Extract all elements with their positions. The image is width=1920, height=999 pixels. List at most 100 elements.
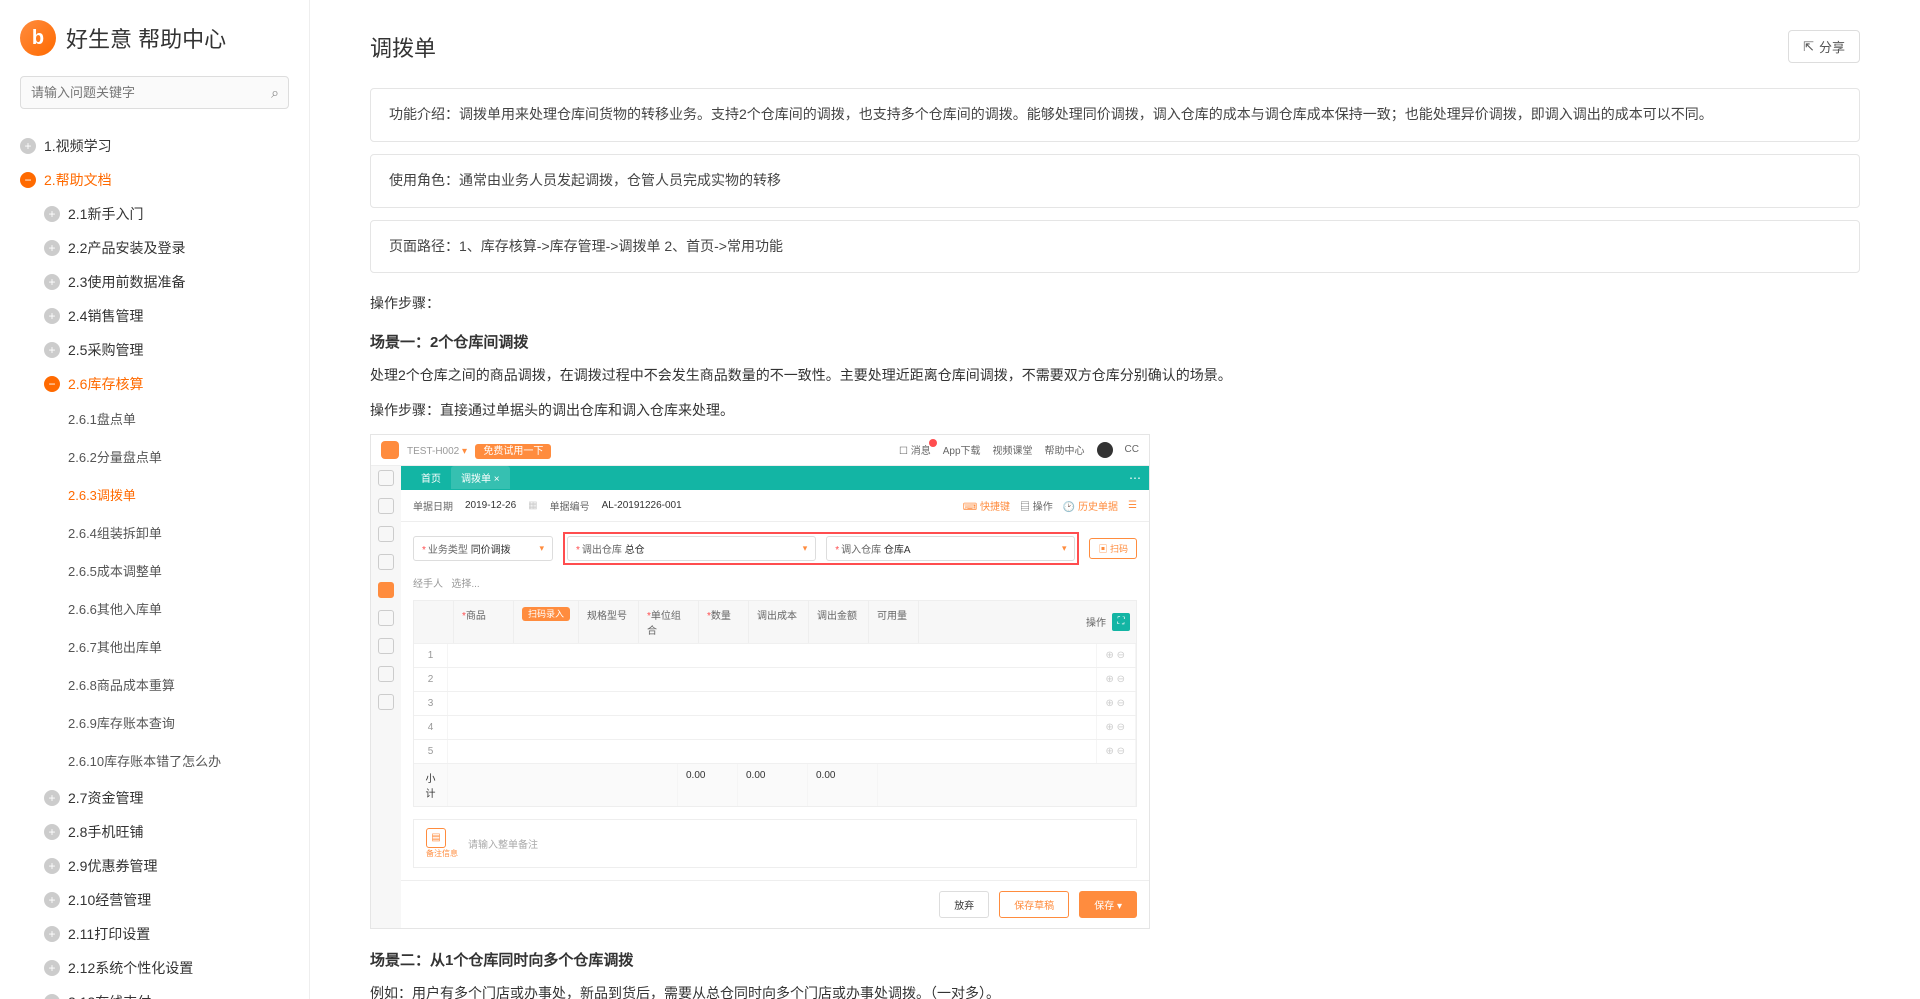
intro-text: 调拨单用来处理仓库间货物的转移业务。支持2个仓库间的调拨，也支持多个仓库间的调拨… — [459, 106, 1713, 122]
ss-biz-type: *业务类型 同价调拨 ▾ — [413, 536, 553, 561]
ss-quick: ⌨ 快捷键 — [963, 498, 1010, 513]
ss-table: *商品 扫码录入 规格型号 *单位组合 *数量 调出成本 调出金额 可用量 操作… — [413, 600, 1137, 807]
steps-label: 操作步骤： — [370, 293, 1860, 313]
plus-icon: + — [44, 274, 60, 290]
scene1-ops: 操作步骤：直接通过单据头的调出仓库和调入仓库来处理。 — [370, 397, 1860, 424]
ss-user: CC — [1125, 444, 1139, 455]
plus-icon: + — [20, 138, 36, 154]
ss-remark: ▤ 备注信息 请输入整单备注 — [413, 819, 1137, 868]
nav-2-6-7[interactable]: 2.6.7其他出库单 — [68, 629, 289, 667]
nav-2-6-8[interactable]: 2.6.8商品成本重算 — [68, 667, 289, 705]
ss-help: 帮助中心 — [1045, 442, 1085, 457]
ss-history: 🕑 历史单据 — [1063, 498, 1118, 513]
share-button[interactable]: ⇱ 分享 — [1788, 30, 1860, 63]
path-box: 页面路径：1、库存核算->库存管理->调拨单 2、首页->常用功能 — [370, 220, 1860, 274]
nav-2-11[interactable]: +2.11打印设置 — [44, 917, 289, 951]
role-text: 通常由业务人员发起调拨，仓管人员完成实物的转移 — [459, 172, 781, 188]
intro-label: 功能介绍： — [389, 106, 459, 122]
plus-icon: + — [44, 206, 60, 222]
ss-host: TEST-H002 ▾ 免费试用一下 — [407, 442, 899, 457]
brand-logo-icon: b — [20, 20, 56, 56]
brand-title: 好生意 帮助中心 — [66, 22, 226, 54]
nav-2-6-4[interactable]: 2.6.4组装拆卸单 — [68, 515, 289, 553]
ss-highlight-box: *调出仓库 总仓 ▾ *调入仓库 仓库A ▾ — [563, 532, 1079, 565]
ss-out-wh: *调出仓库 总仓 ▾ — [567, 536, 816, 561]
nav-2-6-9[interactable]: 2.6.9库存账本查询 — [68, 705, 289, 743]
ss-handler: 经手人 选择... — [413, 575, 480, 590]
search-box: ⌕ — [20, 76, 289, 109]
scene1-desc: 处理2个仓库之间的商品调拨，在调拨过程中不会发生商品数量的不一致性。主要处理近距… — [370, 362, 1860, 389]
nav-2-1[interactable]: +2.1新手入门 — [44, 197, 289, 231]
ss-abandon-btn: 放弃 — [939, 891, 989, 918]
screenshot-1: TEST-H002 ▾ 免费试用一下 ☐ 消息 App下载 视频课堂 帮助中心 … — [370, 434, 1150, 929]
minus-icon: − — [20, 172, 36, 188]
ss-draft-btn: 保存草稿 — [999, 891, 1069, 918]
ss-in-wh: *调入仓库 仓库A ▾ — [826, 536, 1075, 561]
nav-2-10[interactable]: +2.10经营管理 — [44, 883, 289, 917]
nav-tree: + 1.视频学习 − 2.帮助文档 +2.1新手入门 +2.2产品安装及登录 +… — [20, 129, 289, 999]
ss-expand-icon: ⛶ — [1112, 613, 1130, 631]
nav-2-4[interactable]: +2.4销售管理 — [44, 299, 289, 333]
nav-video[interactable]: + 1.视频学习 — [20, 129, 289, 163]
plus-icon: + — [44, 342, 60, 358]
nav-2-8[interactable]: +2.8手机旺铺 — [44, 815, 289, 849]
brand: b 好生意 帮助中心 — [20, 20, 289, 56]
ss-date-label: 单据日期 — [413, 498, 453, 513]
nav-2-6-6[interactable]: 2.6.6其他入库单 — [68, 591, 289, 629]
scene1-title: 场景一：2个仓库间调拨 — [370, 331, 1860, 352]
nav-2-6-2[interactable]: 2.6.2分量盘点单 — [68, 439, 289, 477]
search-icon[interactable]: ⌕ — [271, 84, 279, 101]
plus-icon: + — [44, 240, 60, 256]
nav-2-5[interactable]: +2.5采购管理 — [44, 333, 289, 367]
plus-icon: + — [44, 994, 60, 999]
ss-no-label: 单据编号 — [550, 498, 590, 513]
role-box: 使用角色：通常由业务人员发起调拨，仓管人员完成实物的转移 — [370, 154, 1860, 208]
nav-2-3[interactable]: +2.3使用前数据准备 — [44, 265, 289, 299]
ss-ops: ▤ 操作 — [1020, 498, 1053, 513]
ss-tab-doc: 调拨单 × — [451, 466, 510, 489]
search-input[interactable] — [20, 76, 289, 109]
ss-date-val: 2019-12-26 — [465, 500, 516, 511]
path-text: 1、库存核算->库存管理->调拨单 2、首页->常用功能 — [459, 238, 783, 254]
role-label: 使用角色： — [389, 172, 459, 188]
ss-tabs-close-icon: ⋯ — [1129, 471, 1141, 485]
nav-2-6-10[interactable]: 2.6.10库存账本错了怎么办 — [68, 743, 289, 781]
plus-icon: + — [44, 960, 60, 976]
minus-icon: − — [44, 376, 60, 392]
ss-app: App下载 — [943, 442, 981, 457]
scene2-desc: 例如：用户有多个门店或办事处，新品到货后，需要从总仓同时向多个门店或办事处调拨。… — [370, 980, 1860, 999]
plus-icon: + — [44, 858, 60, 874]
intro-box: 功能介绍：调拨单用来处理仓库间货物的转移业务。支持2个仓库间的调拨，也支持多个仓… — [370, 88, 1860, 142]
share-icon: ⇱ — [1803, 39, 1814, 55]
ss-side-nav — [371, 466, 401, 928]
scene2-title: 场景二：从1个仓库同时向多个仓库调拨 — [370, 949, 1860, 970]
nav-2-2[interactable]: +2.2产品安装及登录 — [44, 231, 289, 265]
plus-icon: + — [44, 926, 60, 942]
ss-remark-icon: ▤ — [426, 828, 446, 848]
nav-docs[interactable]: − 2.帮助文档 — [20, 163, 289, 197]
ss-scan-btn: ▣ 扫码 — [1089, 538, 1137, 559]
nav-2-12[interactable]: +2.12系统个性化设置 — [44, 951, 289, 985]
nav-2-6-3[interactable]: 2.6.3调拨单 — [68, 477, 289, 515]
plus-icon: + — [44, 308, 60, 324]
ss-no-val: AL-20191226-001 — [602, 500, 682, 511]
nav-2-13[interactable]: +2.13在线支付 — [44, 985, 289, 999]
ss-save-btn: 保存 ▾ — [1079, 891, 1137, 918]
sidebar: b 好生意 帮助中心 ⌕ + 1.视频学习 − 2.帮助文档 +2.1新手入门 — [0, 0, 310, 999]
nav-2-7[interactable]: +2.7资金管理 — [44, 781, 289, 815]
ss-avatar-icon — [1097, 442, 1113, 458]
plus-icon: + — [44, 824, 60, 840]
plus-icon: + — [44, 790, 60, 806]
ss-tab-home: 首页 — [411, 470, 451, 485]
nav-2-6-5[interactable]: 2.6.5成本调整单 — [68, 553, 289, 591]
main-content: 调拨单 ⇱ 分享 功能介绍：调拨单用来处理仓库间货物的转移业务。支持2个仓库间的… — [310, 0, 1920, 999]
ss-logo-icon — [381, 441, 399, 459]
path-label: 页面路径： — [389, 238, 459, 254]
plus-icon: + — [44, 892, 60, 908]
ss-msg: ☐ 消息 — [899, 442, 931, 457]
nav-2-9[interactable]: +2.9优惠券管理 — [44, 849, 289, 883]
nav-2-6-1[interactable]: 2.6.1盘点单 — [68, 401, 289, 439]
page-title: 调拨单 — [370, 31, 436, 63]
ss-video: 视频课堂 — [993, 442, 1033, 457]
nav-2-6[interactable]: −2.6库存核算 — [44, 367, 289, 401]
